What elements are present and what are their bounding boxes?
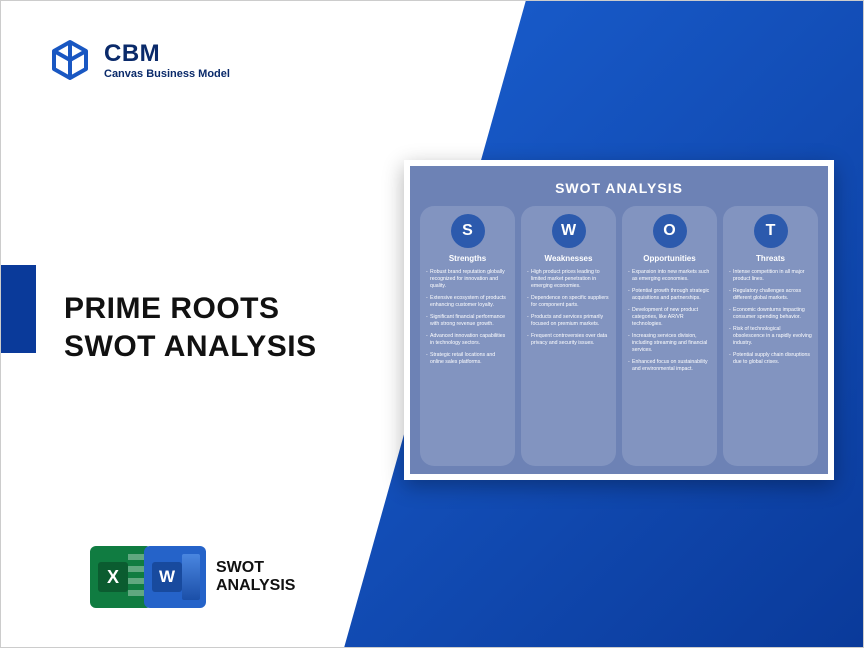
swot-column: W Weaknesses High product prices leading t… xyxy=(521,206,616,466)
swot-item: Development of new product categories, l… xyxy=(628,307,711,328)
swot-column-heading: Threats xyxy=(756,254,785,263)
brand-logo-text: CBM Canvas Business Model xyxy=(104,40,230,80)
swot-item: Enhanced focus on sustainability and env… xyxy=(628,359,711,373)
accent-bar xyxy=(0,265,36,353)
swot-item: Economic downturns impacting consumer sp… xyxy=(729,307,812,321)
swot-item: Potential growth through strategic acqui… xyxy=(628,288,711,302)
swot-column: T Threats Intense competition in all major… xyxy=(723,206,818,466)
swot-item: Risk of technological obsolescence in a … xyxy=(729,326,812,347)
swot-column: S Strengths Robust brand reputation global… xyxy=(420,206,515,466)
swot-item: Significant financial performance with s… xyxy=(426,314,509,328)
swot-card-title: SWOT ANALYSIS xyxy=(420,180,818,196)
swot-item: High product prices leading to limited m… xyxy=(527,269,610,290)
swot-item: Expansion into new markets such as emerg… xyxy=(628,269,711,283)
swot-item: Regulatory challenges across different g… xyxy=(729,288,812,302)
footer: SWOT ANALYSIS xyxy=(90,546,295,608)
swot-item: Extensive ecosystem of products enhancin… xyxy=(426,295,509,309)
swot-card: SWOT ANALYSIS S Strengths Robust brand rep… xyxy=(404,160,834,480)
swot-letter-badge: S xyxy=(451,214,485,248)
swot-item: Advanced innovation capabilities in tech… xyxy=(426,333,509,347)
brand-name: CBM xyxy=(104,40,230,68)
page-title-line2: SWOT ANALYSIS xyxy=(64,328,317,366)
swot-item: Increasing services division, including … xyxy=(628,333,711,354)
word-icon xyxy=(144,546,206,608)
page-title-line1: PRIME ROOTS xyxy=(64,290,317,328)
swot-column-heading: Weaknesses xyxy=(545,254,593,263)
swot-item-list: Robust brand reputation globally recogni… xyxy=(426,269,509,371)
excel-icon xyxy=(90,546,152,608)
brand-tagline: Canvas Business Model xyxy=(104,68,230,80)
brand-logo-area: CBM Canvas Business Model xyxy=(48,38,230,82)
swot-item: Potential supply chain disruptions due t… xyxy=(729,352,812,366)
swot-column: O Opportunities Expansion into new markets… xyxy=(622,206,717,466)
swot-item: Strategic retail locations and online sa… xyxy=(426,352,509,366)
swot-item-list: Intense competition in all major product… xyxy=(729,269,812,371)
swot-item-list: High product prices leading to limited m… xyxy=(527,269,610,352)
swot-item: Products and services primarily focused … xyxy=(527,314,610,328)
swot-item-list: Expansion into new markets such as emerg… xyxy=(628,269,711,378)
page-canvas: CBM Canvas Business Model PRIME ROOTS SW… xyxy=(0,0,864,648)
swot-column-heading: Strengths xyxy=(449,254,486,263)
swot-letter-badge: O xyxy=(653,214,687,248)
footer-label-line1: SWOT xyxy=(216,559,295,577)
swot-item: Intense competition in all major product… xyxy=(729,269,812,283)
footer-label-line2: ANALYSIS xyxy=(216,577,295,595)
swot-letter-badge: T xyxy=(754,214,788,248)
footer-label: SWOT ANALYSIS xyxy=(216,559,295,596)
brand-logo-icon xyxy=(48,38,92,82)
swot-column-heading: Opportunities xyxy=(643,254,695,263)
page-title: PRIME ROOTS SWOT ANALYSIS xyxy=(64,290,317,365)
swot-item: Robust brand reputation globally recogni… xyxy=(426,269,509,290)
swot-item: Frequent controversies over data privacy… xyxy=(527,333,610,347)
swot-columns: S Strengths Robust brand reputation global… xyxy=(420,206,818,466)
swot-item: Dependence on specific suppliers for com… xyxy=(527,295,610,309)
swot-letter-badge: W xyxy=(552,214,586,248)
